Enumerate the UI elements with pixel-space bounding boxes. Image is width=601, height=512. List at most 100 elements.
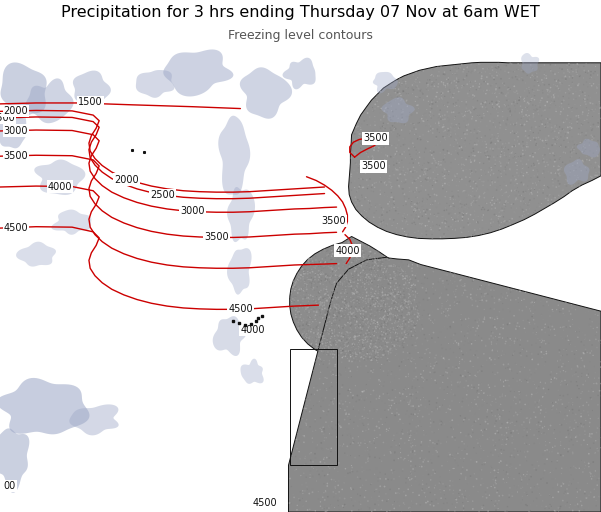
- Point: [476, 153, 486, 161]
- Point: [564, 73, 574, 81]
- Point: [387, 338, 397, 347]
- Point: [313, 341, 323, 349]
- Point: [363, 368, 373, 376]
- Point: [384, 275, 394, 283]
- Point: [501, 139, 510, 147]
- Point: [326, 265, 336, 273]
- Point: [585, 94, 595, 102]
- Point: [487, 64, 497, 72]
- Point: [504, 423, 513, 431]
- Point: [459, 81, 469, 90]
- Point: [491, 438, 501, 446]
- Point: [329, 302, 339, 310]
- Point: [368, 255, 377, 264]
- Point: [520, 188, 530, 197]
- Point: [356, 323, 365, 331]
- Point: [364, 425, 373, 433]
- Point: [368, 177, 378, 185]
- Point: [399, 333, 409, 341]
- Point: [490, 140, 500, 148]
- Point: [319, 258, 328, 266]
- Point: [334, 459, 344, 467]
- Point: [408, 402, 418, 410]
- Point: [502, 96, 511, 104]
- Point: [550, 442, 560, 450]
- Point: [328, 262, 337, 270]
- Point: [343, 282, 352, 290]
- Point: [312, 477, 322, 485]
- Point: [409, 325, 418, 333]
- Point: [329, 269, 338, 278]
- Point: [532, 486, 542, 495]
- Point: [382, 103, 391, 112]
- Point: [556, 441, 566, 450]
- Point: [316, 346, 326, 354]
- Point: [417, 178, 427, 186]
- Point: [362, 292, 371, 300]
- Point: [373, 325, 383, 333]
- Point: [543, 183, 552, 191]
- Point: [400, 90, 410, 98]
- Point: [548, 323, 557, 331]
- Point: [507, 158, 517, 166]
- Point: [511, 160, 520, 168]
- Point: [455, 486, 465, 494]
- Point: [413, 227, 423, 235]
- Point: [562, 347, 572, 355]
- Point: [455, 88, 465, 96]
- Point: [392, 334, 401, 342]
- Point: [477, 387, 486, 395]
- Text: 3500: 3500: [364, 134, 388, 143]
- Point: [393, 219, 403, 227]
- Point: [408, 173, 418, 181]
- Point: [379, 317, 389, 326]
- Point: [355, 498, 364, 506]
- Point: [515, 121, 525, 129]
- Point: [472, 63, 481, 71]
- Point: [499, 290, 508, 298]
- Point: [463, 125, 472, 134]
- Point: [418, 112, 427, 120]
- Point: [432, 80, 442, 88]
- Point: [304, 263, 313, 271]
- Point: [468, 324, 478, 332]
- Point: [297, 494, 307, 502]
- Point: [367, 306, 376, 314]
- Point: [486, 219, 495, 227]
- Point: [540, 467, 549, 476]
- Point: [478, 181, 488, 189]
- Point: [577, 501, 587, 509]
- Point: [329, 493, 339, 501]
- Point: [401, 155, 410, 163]
- Point: [355, 263, 365, 271]
- Point: [481, 147, 491, 155]
- Point: [433, 394, 442, 402]
- Point: [580, 335, 590, 344]
- Point: [377, 315, 386, 323]
- Point: [310, 264, 319, 272]
- Point: [314, 458, 324, 466]
- Point: [430, 82, 439, 90]
- Point: [501, 107, 511, 115]
- Point: [442, 218, 451, 226]
- Point: [408, 298, 418, 307]
- Point: [415, 70, 424, 78]
- Point: [493, 60, 502, 69]
- Point: [328, 301, 337, 309]
- Point: [394, 317, 403, 326]
- Point: [538, 169, 548, 178]
- Point: [361, 268, 370, 276]
- Point: [391, 88, 401, 96]
- Point: [552, 124, 561, 133]
- Point: [487, 346, 497, 354]
- Point: [346, 153, 356, 161]
- Point: [364, 153, 373, 161]
- Point: [386, 289, 395, 297]
- Point: [477, 401, 487, 410]
- Point: [430, 358, 440, 367]
- Point: [400, 324, 409, 332]
- Point: [381, 255, 391, 264]
- Point: [391, 207, 400, 215]
- Point: [308, 302, 318, 310]
- Point: [322, 297, 332, 305]
